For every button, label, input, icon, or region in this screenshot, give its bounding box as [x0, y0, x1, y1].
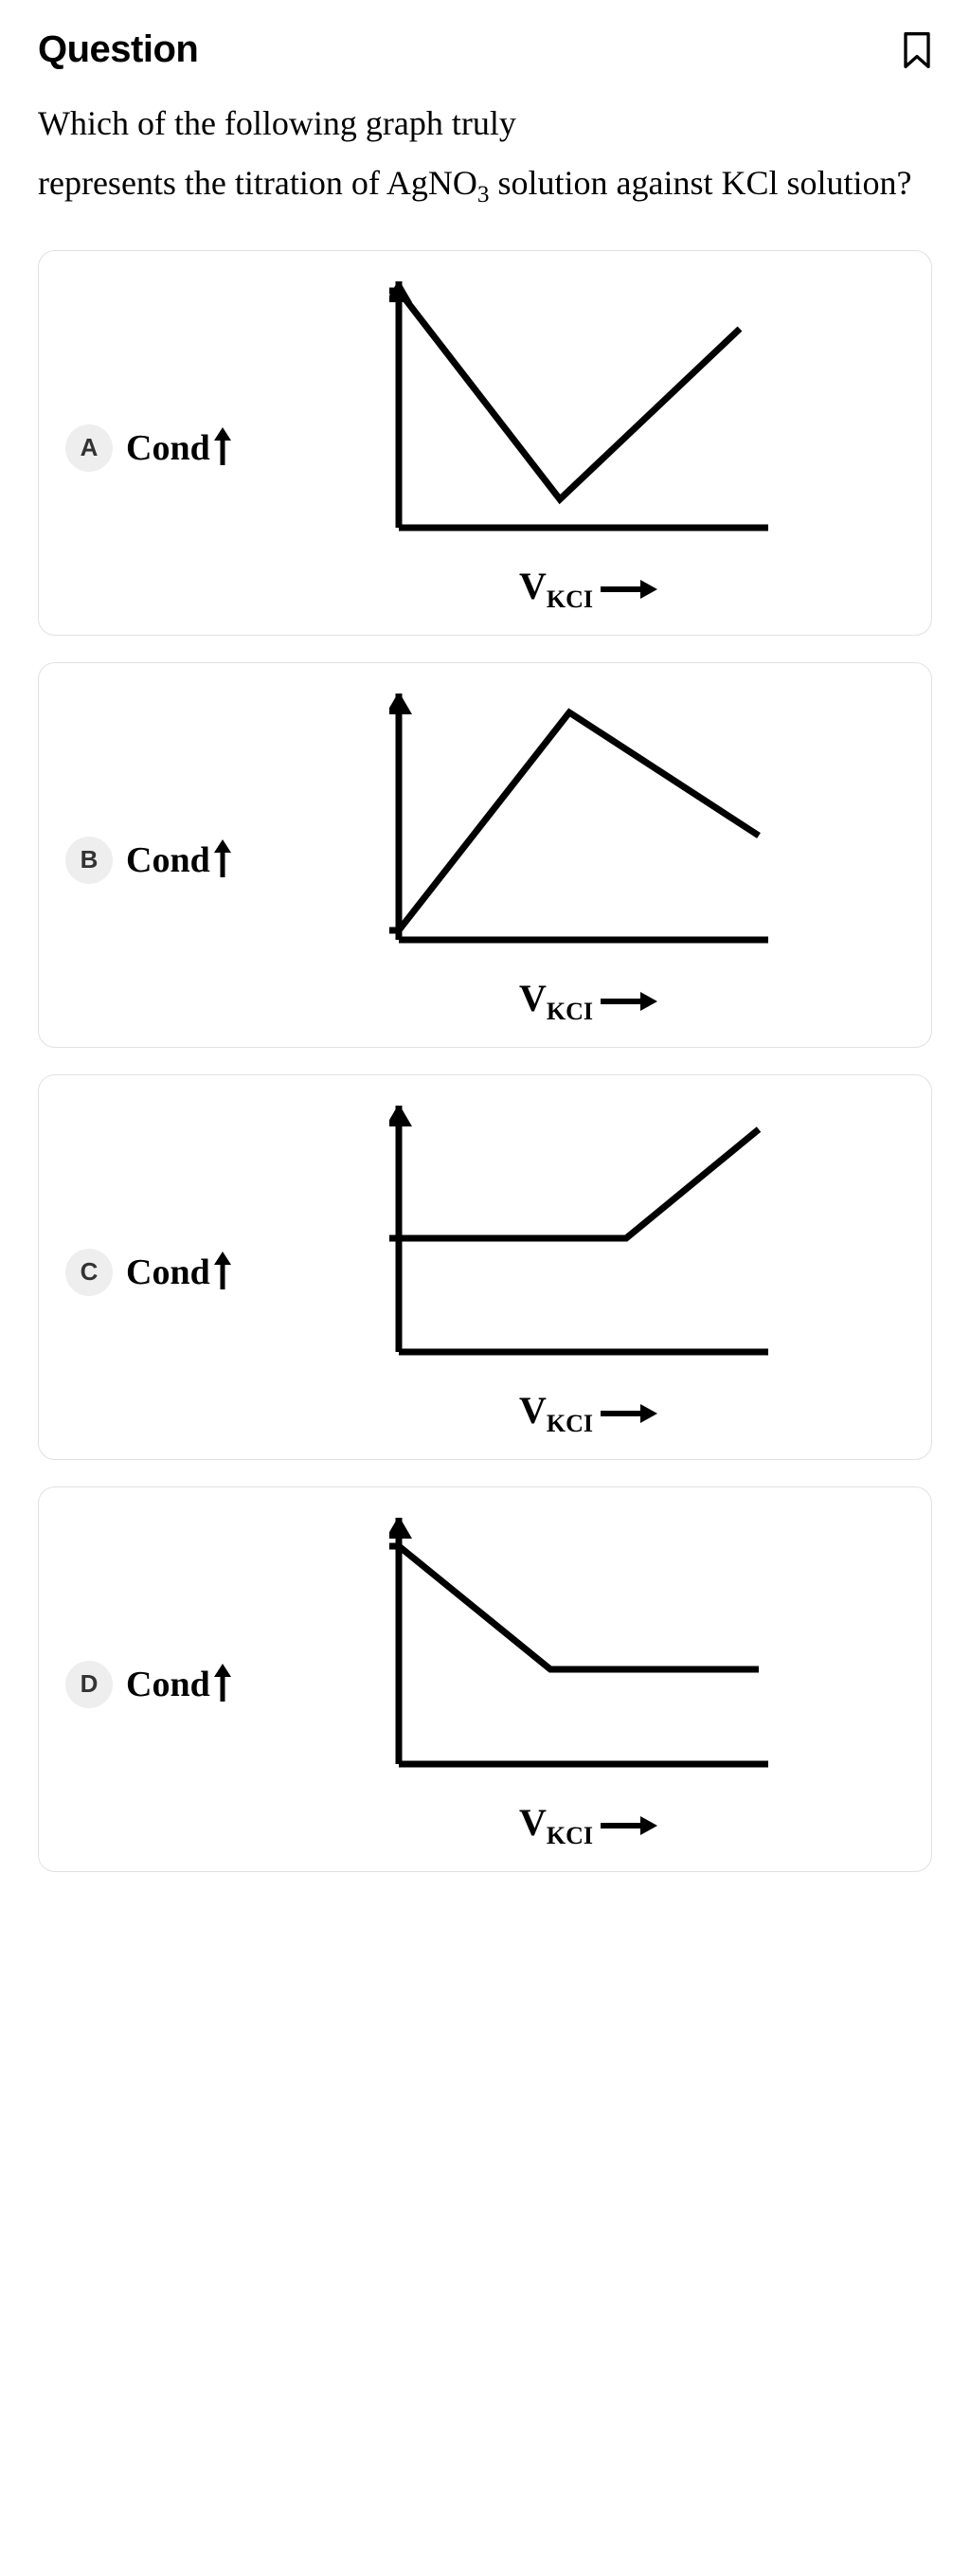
- graph-d: [389, 1518, 787, 1792]
- option-left: C Cond: [65, 1249, 255, 1296]
- options-container: A Cond VKCI: [38, 250, 932, 1872]
- graph-wrap: VKCI: [272, 694, 905, 1026]
- graph-wrap: VKCI: [272, 1106, 905, 1438]
- x-axis-label: VKCI: [519, 976, 657, 1026]
- graph-c: [389, 1106, 787, 1380]
- y-axis-label: Cond: [126, 839, 233, 881]
- graph-wrap: VKCI: [272, 1518, 905, 1850]
- option-letter-badge: A: [65, 424, 113, 472]
- x-axis-label: VKCI: [519, 1388, 657, 1438]
- option-left: D Cond: [65, 1661, 255, 1708]
- graph-a: [389, 281, 787, 556]
- option-b[interactable]: B Cond VKCI: [38, 662, 932, 1048]
- x-axis-label: VKCI: [519, 564, 657, 614]
- x-axis-label: VKCI: [519, 1800, 657, 1850]
- question-text: Which of the following graph truly repre…: [38, 94, 932, 216]
- y-axis-label: Cond: [126, 1252, 233, 1293]
- option-letter-badge: B: [65, 837, 113, 884]
- question-line2-pre: represents the titration of AgNO: [38, 164, 477, 202]
- header-row: Question: [38, 28, 932, 71]
- graph-b: [389, 694, 787, 968]
- option-a[interactable]: A Cond VKCI: [38, 250, 932, 636]
- option-d[interactable]: D Cond VKCI: [38, 1486, 932, 1872]
- option-letter-badge: C: [65, 1249, 113, 1296]
- option-left: B Cond: [65, 837, 255, 884]
- question-sub: 3: [477, 182, 490, 207]
- option-c[interactable]: C Cond VKCI: [38, 1074, 932, 1460]
- graph-wrap: VKCI: [272, 281, 905, 614]
- question-line2-post: solution against KCl solution?: [489, 164, 911, 202]
- question-heading: Question: [38, 28, 198, 71]
- option-left: A Cond: [65, 424, 255, 472]
- bookmark-icon[interactable]: [902, 31, 932, 69]
- y-axis-label: Cond: [126, 1664, 233, 1705]
- y-axis-label: Cond: [126, 427, 233, 469]
- question-line1: Which of the following graph truly: [38, 104, 516, 142]
- option-letter-badge: D: [65, 1661, 113, 1708]
